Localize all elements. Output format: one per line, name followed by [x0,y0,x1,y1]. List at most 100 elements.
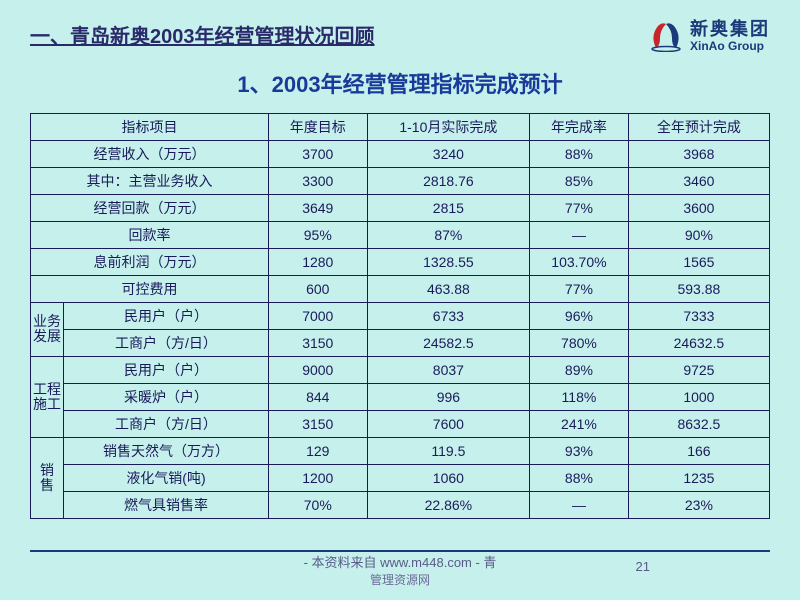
metric-value: 95% [268,221,367,248]
company-logo: 新奥集团 XinAo Group [648,20,770,53]
table-row: 可控费用600463.8877%593.88 [31,275,770,302]
section-title: 一、青岛新奥2003年经营管理状况回顾 [30,20,375,49]
logo-text-en: XinAo Group [690,40,770,53]
table-row: 销售销售天然气（万方）129119.593%166 [31,437,770,464]
metric-value: 7600 [367,410,529,437]
table-row: 业务发展民用户（户）7000673396%7333 [31,302,770,329]
category-cell: 销售 [31,437,64,518]
metric-value: 1565 [628,248,769,275]
metric-value: 3240 [367,140,529,167]
metric-value: 1000 [628,383,769,410]
metric-value: 1060 [367,464,529,491]
category-cell: 工程施工 [31,356,64,437]
metric-name: 销售天然气（万方） [64,437,269,464]
metric-value: 129 [268,437,367,464]
metric-value: 24632.5 [628,329,769,356]
metric-name: 经营回款（万元） [31,194,269,221]
metric-value: 6733 [367,302,529,329]
metric-value: 3150 [268,410,367,437]
metric-value: 22.86% [367,491,529,518]
metric-value: 9725 [628,356,769,383]
category-cell: 业务发展 [31,302,64,356]
metric-value: 90% [628,221,769,248]
metric-value: 3300 [268,167,367,194]
footer: - 本资料来自 www.m448.com - 青 管理资源网 21 [0,552,800,588]
page-subtitle: 1、2003年经营管理指标完成预计 [0,67,800,99]
metric-name: 息前利润（万元） [31,248,269,275]
logo-icon [648,20,684,52]
metric-value: 118% [530,383,629,410]
metric-name: 燃气具销售率 [64,491,269,518]
table-row: 工商户（方/日）31507600241%8632.5 [31,410,770,437]
footer-watermark: 管理资源网 [370,573,430,587]
metric-name: 采暖炉（户） [64,383,269,410]
metric-value: — [530,221,629,248]
metric-value: 1235 [628,464,769,491]
metric-name: 工商户（方/日） [64,329,269,356]
metric-value: 3649 [268,194,367,221]
metrics-table: 指标项目年度目标1-10月实际完成年完成率全年预计完成经营收入（万元）37003… [30,113,770,519]
metric-value: 70% [268,491,367,518]
col-header: 指标项目 [31,113,269,140]
footer-source-suffix: - 青 [472,555,497,570]
metric-value: 996 [367,383,529,410]
metric-value: 780% [530,329,629,356]
metric-value: 2815 [367,194,529,221]
metric-value: 593.88 [628,275,769,302]
metric-name: 民用户（户） [64,356,269,383]
footer-source-url: www.m448.com [380,555,472,570]
metric-value: 1328.55 [367,248,529,275]
col-header: 1-10月实际完成 [367,113,529,140]
metric-value: 241% [530,410,629,437]
metric-value: 88% [530,140,629,167]
table-row: 采暖炉（户）844996118%1000 [31,383,770,410]
metric-value: 7333 [628,302,769,329]
table-row: 回款率95%87%—90% [31,221,770,248]
metric-value: 7000 [268,302,367,329]
col-header: 全年预计完成 [628,113,769,140]
metric-value: 24582.5 [367,329,529,356]
table-row: 经营回款（万元）3649281577%3600 [31,194,770,221]
metric-name: 可控费用 [31,275,269,302]
metric-value: 8632.5 [628,410,769,437]
metric-value: 3150 [268,329,367,356]
metric-name: 其中：主营业务收入 [31,167,269,194]
metric-name: 民用户（户） [64,302,269,329]
metric-value: 85% [530,167,629,194]
metric-value: 119.5 [367,437,529,464]
metric-value: 96% [530,302,629,329]
table-row: 工程施工民用户（户）9000803789%9725 [31,356,770,383]
metric-value: 9000 [268,356,367,383]
table-row: 经营收入（万元）3700324088%3968 [31,140,770,167]
table-row: 液化气销(吨)1200106088%1235 [31,464,770,491]
metric-value: 77% [530,194,629,221]
logo-text-cn: 新奥集团 [690,20,770,40]
metric-value: 8037 [367,356,529,383]
metric-value: 844 [268,383,367,410]
table-row: 息前利润（万元）12801328.55103.70%1565 [31,248,770,275]
metric-value: 77% [530,275,629,302]
metric-name: 液化气销(吨) [64,464,269,491]
table-row: 燃气具销售率70%22.86%—23% [31,491,770,518]
metric-value: — [530,491,629,518]
metric-value: 1280 [268,248,367,275]
metric-value: 89% [530,356,629,383]
col-header: 年度目标 [268,113,367,140]
metric-value: 88% [530,464,629,491]
metric-value: 463.88 [367,275,529,302]
table-header-row: 指标项目年度目标1-10月实际完成年完成率全年预计完成 [31,113,770,140]
metric-value: 166 [628,437,769,464]
metric-value: 103.70% [530,248,629,275]
table-row: 工商户（方/日）315024582.5780%24632.5 [31,329,770,356]
page-number: 21 [636,559,650,574]
col-header: 年完成率 [530,113,629,140]
metric-name: 回款率 [31,221,269,248]
metric-value: 87% [367,221,529,248]
metric-value: 1200 [268,464,367,491]
metric-value: 3600 [628,194,769,221]
metric-name: 经营收入（万元） [31,140,269,167]
metric-value: 3700 [268,140,367,167]
table-row: 其中：主营业务收入33002818.7685%3460 [31,167,770,194]
metric-value: 3968 [628,140,769,167]
metric-name: 工商户（方/日） [64,410,269,437]
